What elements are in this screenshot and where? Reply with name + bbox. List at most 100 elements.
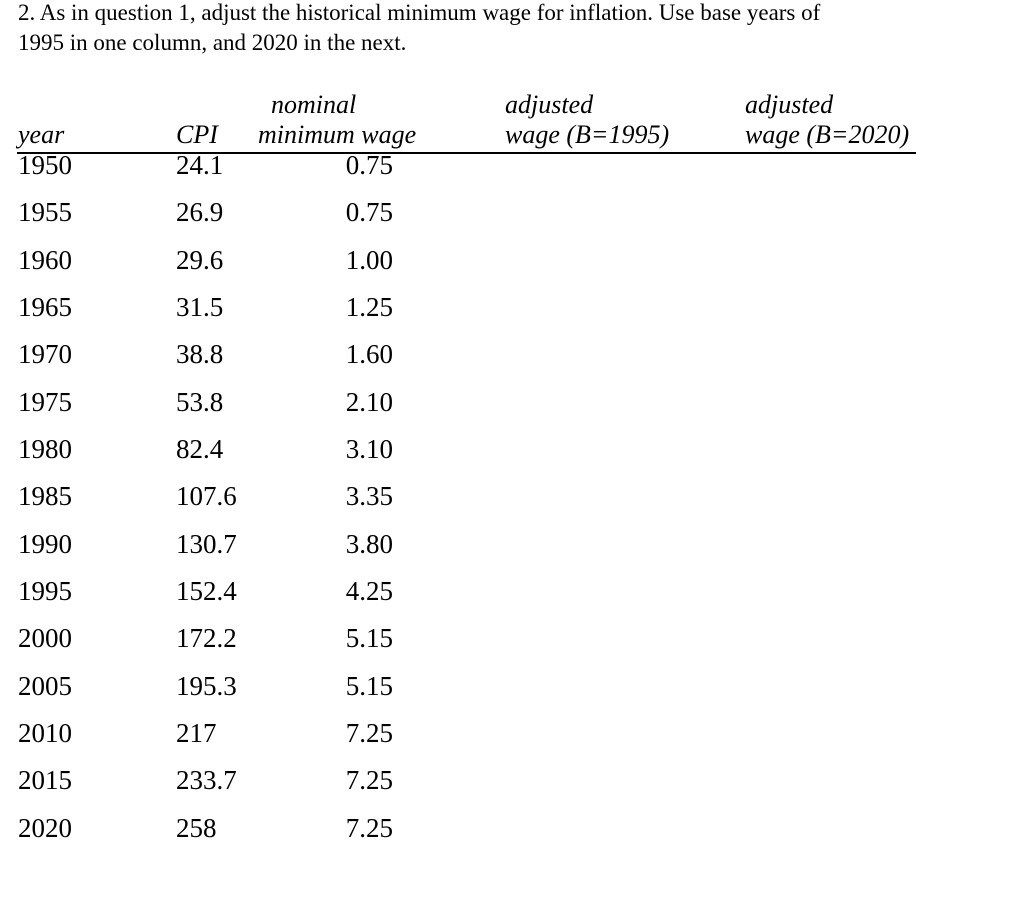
adjusted-wage-2020-cell (728, 533, 916, 580)
adjusted-wage-1995-cell (488, 438, 728, 485)
table-row: 1965 31.5 1.25 (17, 292, 916, 343)
adjusted-wage-1995-cell (488, 485, 728, 532)
table-row: 1990 130.7 3.80 (17, 528, 916, 580)
header-cpi-top (175, 90, 257, 120)
adjusted-wage-2020-cell (728, 675, 916, 722)
cpi-cell: 24.1 (176, 150, 224, 180)
table-row: 1995 152.4 4.25 (17, 576, 916, 627)
adjusted-wage-1995-cell (488, 769, 728, 816)
adjusted-wage-1995-cell (488, 249, 728, 296)
adjusted-wage-1995-cell (488, 675, 728, 722)
cpi-cell: 29.6 (176, 244, 224, 275)
table-row: 1970 38.8 1.60 (17, 339, 916, 390)
adjusted-wage-2020-cell (728, 391, 916, 438)
header-year: year (17, 90, 175, 150)
cpi-cell: 233.7 (176, 765, 237, 796)
year-cell: 1960 (18, 244, 72, 275)
year-cell: 2000 (18, 623, 72, 654)
cpi-cell: 31.5 (176, 292, 224, 323)
header-year-label: year (18, 120, 65, 149)
adjusted-wage-1995-cell (488, 580, 728, 627)
cpi-cell: 217 (176, 718, 217, 749)
year-cell: 1955 (18, 197, 72, 228)
table-row: 1955 26.9 0.75 (17, 197, 916, 248)
year-cell: 2005 (18, 670, 72, 701)
year-cell: 2010 (18, 718, 72, 749)
adjusted-wage-2020-cell (728, 485, 916, 532)
nominal-minimum-wage-cell: 1.25 (345, 292, 393, 323)
adjusted-wage-1995-cell (488, 154, 728, 201)
header-adjusted-2020-label: wage (B=2020) (745, 120, 910, 149)
header-adjusted-wage-2020: adjusted wage (B=2020) (728, 90, 916, 150)
nominal-minimum-wage-cell: 3.80 (345, 528, 393, 559)
question-line-2: 1995 in one column, and 2020 in the next… (18, 29, 407, 55)
adjusted-wage-2020-cell (728, 438, 916, 485)
table-header-row: year CPI nominal minimum wage adjusted w… (17, 90, 916, 154)
adjusted-wage-2020-cell (728, 154, 916, 201)
adjusted-wage-2020-cell (728, 201, 916, 248)
cpi-cell: 172.2 (176, 623, 237, 654)
cpi-cell: 195.3 (176, 670, 237, 701)
adjusted-wage-1995-cell (488, 627, 728, 674)
table-row: 2000 172.2 5.15 (17, 623, 916, 674)
year-cell: 1975 (18, 386, 72, 417)
adjusted-wage-2020-cell (728, 249, 916, 296)
nominal-minimum-wage-cell: 0.75 (345, 197, 393, 228)
table-row: 1950 24.1 0.75 (17, 150, 916, 201)
adjusted-wage-2020-cell (728, 769, 916, 816)
adjusted-wage-1995-cell (488, 201, 728, 248)
nominal-minimum-wage-cell: 7.25 (345, 718, 393, 749)
question-text: 2. As in question 1, adjust the historic… (18, 0, 820, 57)
adjusted-wage-1995-cell (488, 391, 728, 438)
year-cell: 1990 (18, 528, 72, 559)
header-year-top (17, 90, 175, 120)
year-cell: 1965 (18, 292, 72, 323)
cpi-cell: 130.7 (176, 528, 237, 559)
adjusted-wage-1995-cell (488, 722, 728, 769)
nominal-minimum-wage-cell: 3.10 (345, 434, 393, 465)
header-cpi-label: CPI (176, 120, 218, 149)
header-adjusted-2020-top: adjusted (745, 90, 834, 119)
nominal-minimum-wage-cell: 5.15 (345, 670, 393, 701)
nominal-minimum-wage-cell: 2.10 (345, 386, 393, 417)
table-row: 2010 217 7.25 (17, 718, 916, 769)
table-row: 1960 29.6 1.00 (17, 244, 916, 296)
header-cpi: CPI (175, 90, 257, 150)
nominal-minimum-wage-cell: 7.25 (345, 812, 393, 843)
header-nominal-label: minimum wage (258, 120, 417, 149)
table-row: 2005 195.3 5.15 (17, 670, 916, 722)
header-adjusted-1995-top: adjusted (505, 90, 594, 119)
adjusted-wage-2020-cell (728, 580, 916, 627)
adjusted-wage-2020-cell (728, 722, 916, 769)
year-cell: 1995 (18, 576, 72, 607)
year-cell: 1985 (18, 481, 72, 512)
nominal-minimum-wage-cell: 1.60 (345, 339, 393, 370)
cpi-cell: 258 (176, 812, 217, 843)
cpi-cell: 152.4 (176, 576, 237, 607)
adjusted-wage-2020-cell (728, 627, 916, 674)
table-body: 1950 24.1 0.75 1955 26.9 0.75 1960 29.6 … (17, 150, 916, 864)
adjusted-wage-2020-cell (728, 296, 916, 343)
adjusted-wage-2020-cell (728, 343, 916, 390)
table-row: 1985 107.6 3.35 (17, 481, 916, 532)
nominal-minimum-wage-cell: 0.75 (345, 150, 393, 180)
adjusted-wage-1995-cell (488, 296, 728, 343)
nominal-minimum-wage-cell: 4.25 (345, 576, 393, 607)
year-cell: 2020 (18, 812, 72, 843)
cpi-cell: 82.4 (176, 434, 224, 465)
header-nominal-top: nominal (271, 90, 357, 119)
header-nominal-minimum-wage: nominal minimum wage (257, 90, 488, 150)
cpi-cell: 26.9 (176, 197, 224, 228)
table-row: 1980 82.4 3.10 (17, 434, 916, 485)
cpi-cell: 107.6 (176, 481, 237, 512)
nominal-minimum-wage-cell: 5.15 (345, 623, 393, 654)
cpi-cell: 38.8 (176, 339, 224, 370)
table-row: 1975 53.8 2.10 (17, 386, 916, 438)
year-cell: 1970 (18, 339, 72, 370)
adjusted-wage-2020-cell (728, 817, 916, 864)
wage-table: year CPI nominal minimum wage adjusted w… (17, 90, 916, 864)
nominal-minimum-wage-cell: 7.25 (345, 765, 393, 796)
header-adjusted-1995-label: wage (B=1995) (505, 120, 670, 149)
adjusted-wage-1995-cell (488, 533, 728, 580)
year-cell: 1950 (18, 150, 72, 180)
